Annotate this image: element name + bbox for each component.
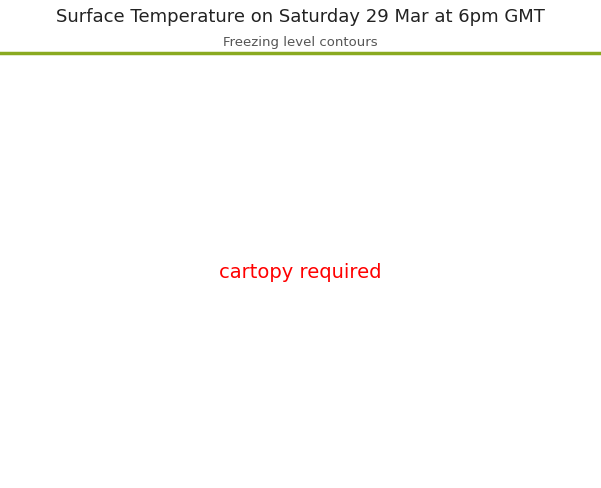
Text: Surface Temperature on Saturday 29 Mar at 6pm GMT: Surface Temperature on Saturday 29 Mar a… <box>56 8 545 26</box>
Text: cartopy required: cartopy required <box>219 263 382 282</box>
Text: Freezing level contours: Freezing level contours <box>223 36 378 49</box>
